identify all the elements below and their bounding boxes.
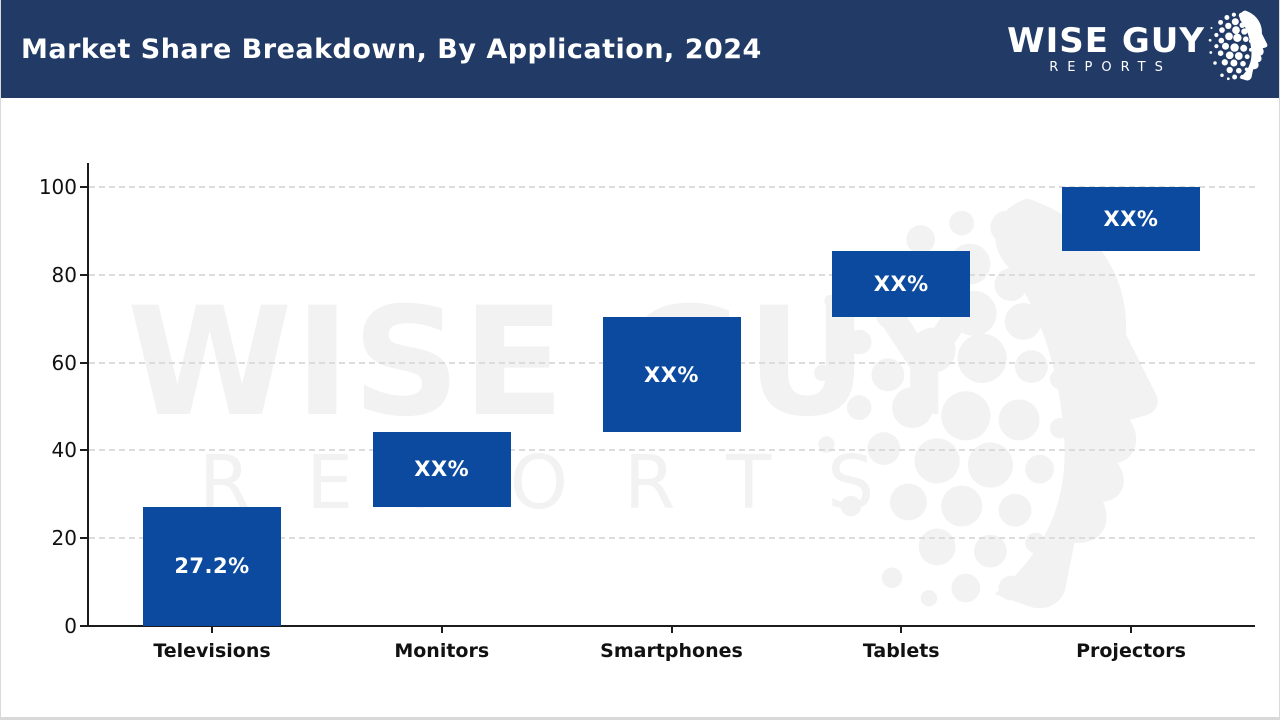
bar-tablets: XX% [832,251,971,318]
x-tick-mark [1130,626,1132,633]
y-tick-label: 0 [64,614,77,638]
gridline-y-20 [89,537,1255,540]
y-tick-mark-60 [80,361,88,364]
watermark-face-icon [814,198,1158,609]
bar-label: XX% [414,457,470,482]
x-tick-mark [440,626,443,633]
x-tick-label: Tablets [862,640,940,662]
gridline-y-100 [89,186,1255,188]
y-tick-mark-100 [80,186,88,188]
y-tick-mark-20 [80,537,88,540]
x-tick-mark [900,626,903,633]
wiseguy-logo-text: WISE GUY REPORTS [1007,24,1205,74]
bar-projectors: XX% [1062,187,1200,252]
y-tick-label: 100 [38,175,77,199]
wiseguy-logo-tagline: REPORTS [1049,60,1172,75]
bar-smartphones: XX% [602,317,741,432]
y-tick-label: 40 [51,438,77,463]
watermark-text-line2: REPORTS [199,440,931,526]
y-tick-mark-80 [80,273,88,276]
page-bottom-border [1,717,1279,720]
bar-label: XX% [1103,207,1159,232]
x-tick-label: Televisions [153,640,271,662]
x-tick-label: Smartphones [600,640,743,662]
bar-monitors: XX% [372,431,511,507]
y-tick-mark-0 [80,625,88,627]
page-title: Market Share Breakdown, By Application, … [21,33,762,65]
wiseguy-logo: WISE GUY REPORTS [1007,0,1271,98]
wiseguy-logo-name: WISE GUY [1007,21,1205,61]
y-tick-label: 60 [51,350,77,375]
y-tick-label: 20 [51,526,77,551]
x-tick-mark [211,626,213,633]
bar-label: 27.2% [174,554,250,579]
x-tick-label: Monitors [394,640,490,662]
wiseguy-logo-face-icon [1208,10,1268,81]
gridline-y-40 [89,449,1255,452]
y-tick-mark-40 [80,449,88,452]
header-bar: Market Share Breakdown, By Application, … [1,0,1279,98]
bar-label: XX% [873,272,929,297]
gridline-y-80 [89,273,1255,276]
x-tick-mark [670,626,673,633]
bar-televisions: 27.2% [143,506,281,626]
bar-label: XX% [644,362,699,387]
x-tick-label: Projectors [1076,640,1186,662]
y-tick-label: 80 [51,262,77,287]
y-axis [87,163,89,627]
